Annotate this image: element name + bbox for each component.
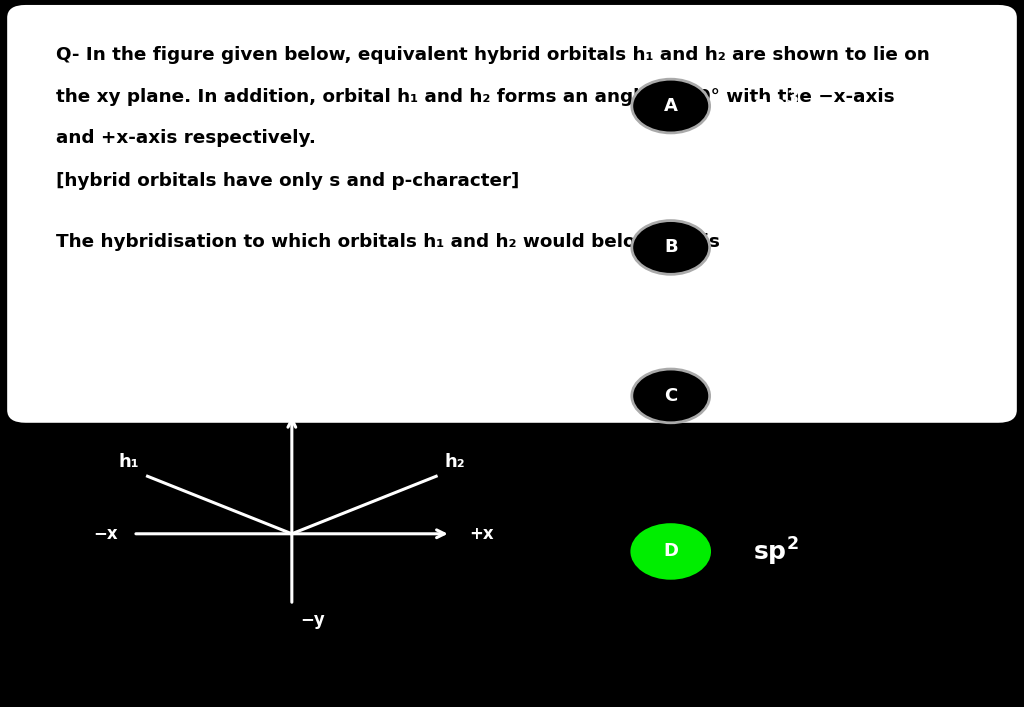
Text: and +x-axis respectively.: and +x-axis respectively. [56, 129, 316, 146]
Text: h₂: h₂ [444, 452, 465, 471]
Text: B: B [664, 238, 678, 257]
Circle shape [632, 79, 710, 133]
Text: +x: +x [469, 525, 494, 543]
Text: h₁: h₁ [119, 452, 139, 471]
Text: −x: −x [93, 525, 118, 543]
FancyBboxPatch shape [7, 5, 1017, 423]
Text: D: D [664, 542, 678, 561]
Circle shape [632, 221, 710, 274]
Text: $\mathbf{sp^2}$: $\mathbf{sp^2}$ [753, 535, 799, 568]
Text: +y: +y [300, 392, 325, 410]
Text: A: A [664, 97, 678, 115]
Text: Q- In the figure given below, equivalent hybrid orbitals h₁ and h₂ are shown to : Q- In the figure given below, equivalent… [56, 46, 930, 64]
Text: The hybridisation to which orbitals h₁ and h₂ would belong to, is: The hybridisation to which orbitals h₁ a… [56, 233, 720, 251]
Text: $sp^{\frac{1}{2}}$: $sp^{\frac{1}{2}}$ [753, 376, 797, 416]
Text: −y: −y [300, 611, 325, 629]
Circle shape [632, 525, 710, 578]
Text: the xy plane. In addition, orbital h₁ and h₂ forms an angle of 30° with the −x-a: the xy plane. In addition, orbital h₁ an… [56, 88, 895, 106]
Circle shape [632, 369, 710, 423]
Text: $\mathbf{sp}$: $\mathbf{sp}$ [753, 235, 786, 259]
Text: $\mathbf{sp^3}$: $\mathbf{sp^3}$ [753, 90, 799, 122]
Text: C: C [665, 387, 677, 405]
Text: [hybrid orbitals have only s and p-character]: [hybrid orbitals have only s and p-chara… [56, 172, 520, 189]
